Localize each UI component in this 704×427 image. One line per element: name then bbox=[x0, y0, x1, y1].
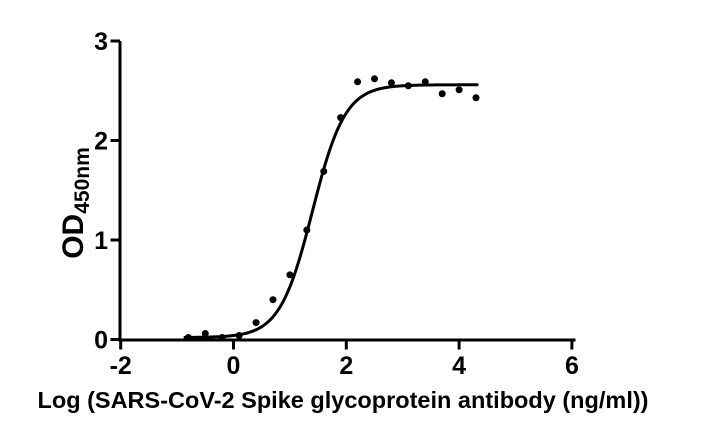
fit-curve bbox=[183, 83, 479, 339]
data-point bbox=[218, 334, 226, 342]
y-tick-label: 0 bbox=[94, 327, 108, 355]
y-axis-title-subscript: 450nm bbox=[71, 147, 94, 214]
data-point bbox=[184, 334, 192, 342]
y-tick-label: 3 bbox=[94, 28, 108, 56]
y-axis-title-main: OD bbox=[57, 214, 90, 259]
x-tick-label: 0 bbox=[227, 352, 241, 380]
y-tick-label: 1 bbox=[94, 227, 108, 255]
data-point bbox=[404, 82, 412, 90]
data-point bbox=[354, 78, 362, 86]
data-point bbox=[387, 79, 395, 87]
data-point bbox=[455, 86, 463, 94]
data-points bbox=[184, 75, 480, 342]
y-tick-label: 2 bbox=[94, 128, 108, 156]
data-point bbox=[320, 167, 328, 175]
data-point bbox=[235, 332, 243, 340]
data-point bbox=[337, 114, 345, 122]
x-axis-title: Log (SARS-CoV-2 Spike glycoprotein antib… bbox=[37, 387, 648, 413]
x-tick-label: 6 bbox=[565, 352, 579, 380]
data-point bbox=[269, 296, 277, 304]
x-tick-label: -2 bbox=[110, 352, 132, 380]
x-tick-label: 4 bbox=[452, 352, 466, 380]
x-tick-label: 2 bbox=[339, 352, 353, 380]
y-axis-title: OD450nm bbox=[57, 147, 94, 259]
data-point bbox=[286, 271, 294, 279]
fit-curve-path bbox=[183, 83, 479, 339]
data-point bbox=[303, 226, 311, 234]
data-point bbox=[252, 319, 260, 327]
data-point bbox=[438, 90, 446, 98]
data-point bbox=[421, 78, 429, 86]
data-point bbox=[201, 330, 209, 338]
data-point bbox=[472, 94, 480, 102]
axes bbox=[118, 41, 576, 342]
tick-marks bbox=[110, 39, 574, 350]
data-point bbox=[371, 75, 378, 83]
